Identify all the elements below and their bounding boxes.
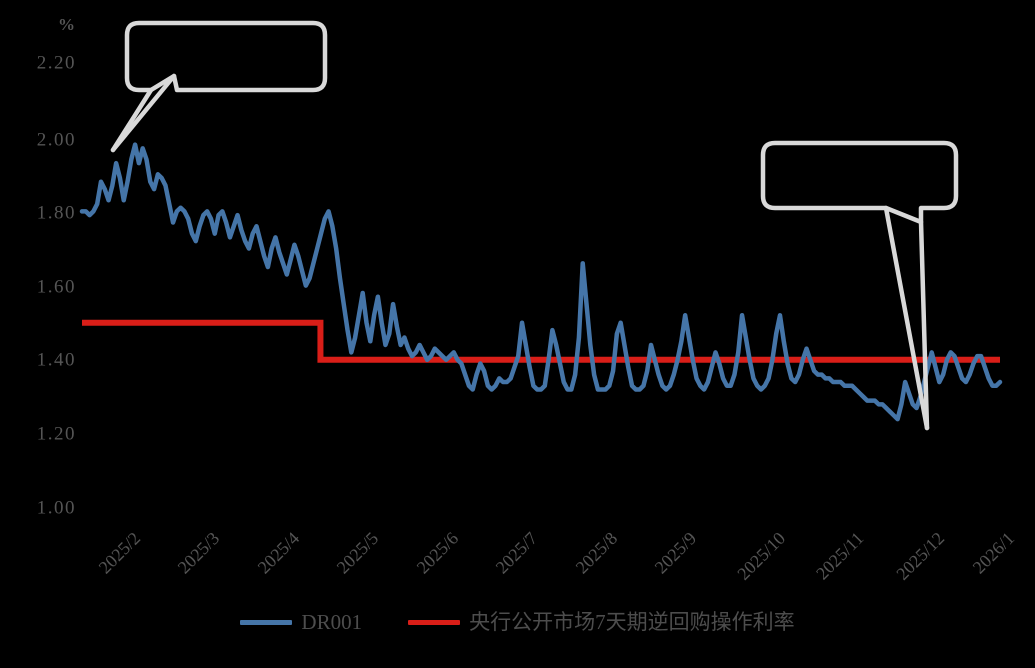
legend-label-dr001: DR001 xyxy=(301,610,363,634)
legend-item-policy-rate[interactable]: 央行公开市场7天期逆回购操作利率 xyxy=(408,612,795,633)
x-tick-2025-6: 2025/6 xyxy=(412,528,463,578)
y-tick-1-60: 1.60 xyxy=(36,276,76,298)
y-tick-1-80: 1.80 xyxy=(36,202,76,224)
x-tick-2025-5: 2025/5 xyxy=(333,528,383,578)
chart-legend: DR001 央行公开市场7天期逆回购操作利率 xyxy=(0,612,1035,633)
x-tick-2025-7: 2025/7 xyxy=(492,528,542,578)
x-tick-2026-1: 2026/1 xyxy=(968,528,1019,578)
peak-callout[interactable] xyxy=(110,20,328,153)
x-tick-2025-2: 2025/2 xyxy=(94,528,145,578)
y-tick-1-20: 1.20 xyxy=(36,423,76,445)
legend-swatch-dr001 xyxy=(240,620,293,625)
y-tick-2-20: 2.20 xyxy=(36,52,76,74)
peak-callout-bubble xyxy=(124,20,328,93)
x-tick-2025-8: 2025/8 xyxy=(571,528,622,578)
x-tick-2025-9: 2025/9 xyxy=(651,528,701,578)
x-tick-2025-12: 2025/12 xyxy=(892,528,948,584)
x-tick-2025-11: 2025/11 xyxy=(812,528,868,584)
legend-swatch-policy-rate xyxy=(408,620,461,625)
legend-item-dr001[interactable]: DR001 xyxy=(240,612,362,633)
legend-label-policy-rate: 央行公开市场7天期逆回购操作利率 xyxy=(469,610,795,634)
y-tick-1-40: 1.40 xyxy=(36,349,76,371)
series-policy-rate xyxy=(82,319,1000,363)
series-dr001 xyxy=(79,142,1003,422)
y-tick-1-00: 1.00 xyxy=(36,497,76,519)
trough-callout-tail-right xyxy=(918,219,930,431)
trough-callout-tail-left xyxy=(883,205,930,431)
policy-rate-line xyxy=(82,319,1000,363)
x-tick-2025-4: 2025/4 xyxy=(253,528,304,578)
x-tick-2025-10: 2025/10 xyxy=(733,528,790,584)
y-axis-unit-label: % xyxy=(58,15,75,34)
trough-callout-bubble xyxy=(760,140,959,225)
y-axis-tick-labels: 2.20 2.00 1.80 1.60 1.40 1.20 1.00 xyxy=(0,0,76,668)
trough-callout[interactable] xyxy=(760,140,959,431)
x-tick-2025-3: 2025/3 xyxy=(174,528,224,578)
peak-callout-tail-left xyxy=(110,87,154,153)
y-tick-2-00: 2.00 xyxy=(36,129,76,151)
dr001-line xyxy=(79,142,1003,422)
